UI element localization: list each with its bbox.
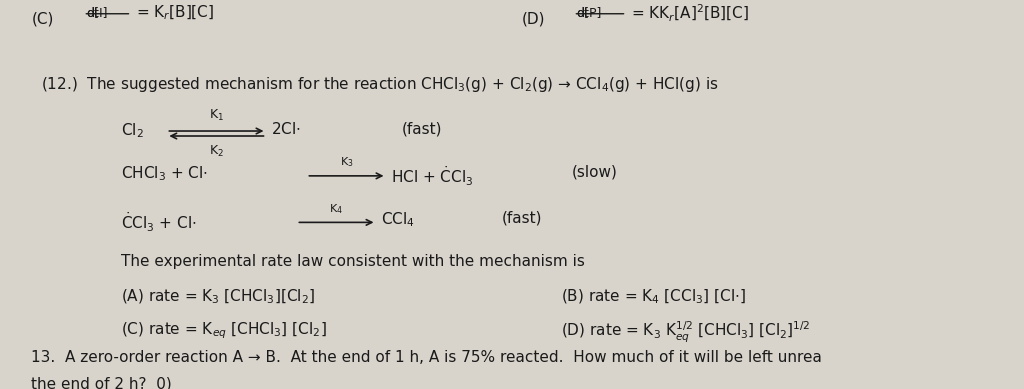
Text: (12.)  The suggested mechanism for the reaction CHCl$_3$(g) + Cl$_2$(g) → CCl$_4: (12.) The suggested mechanism for the re… [41,75,719,93]
Text: (A) rate = K$_3$ [CHCl$_3$][Cl$_2$]: (A) rate = K$_3$ [CHCl$_3$][Cl$_2$] [122,287,315,306]
Text: CHCl$_3$ + Cl$\cdot$: CHCl$_3$ + Cl$\cdot$ [122,164,208,183]
Text: d[P]: d[P] [577,7,602,19]
Text: (D): (D) [521,11,545,26]
Text: K$_2$: K$_2$ [209,144,224,159]
Text: = K$_r$[B][C]: = K$_r$[B][C] [136,4,215,22]
Text: d[I]: d[I] [86,7,108,19]
Text: K$_4$: K$_4$ [330,202,343,216]
Text: K$_1$: K$_1$ [209,108,224,123]
Text: HCl + $\dot{\text{C}}$Cl$_3$: HCl + $\dot{\text{C}}$Cl$_3$ [391,164,474,188]
Text: 13.  A zero-order reaction A → B.  At the end of 1 h, A is 75% reacted.  How muc: 13. A zero-order reaction A → B. At the … [32,350,822,365]
Text: dt: dt [577,7,590,20]
Text: (slow): (slow) [571,164,617,179]
Text: Cl$_2$: Cl$_2$ [122,121,144,140]
Text: (D) rate = K$_3$ K$_{eq}^{1/2}$ [CHCl$_3$] [Cl$_2$]$^{1/2}$: (D) rate = K$_3$ K$_{eq}^{1/2}$ [CHCl$_3… [561,321,811,345]
Text: K$_3$: K$_3$ [340,156,353,169]
Text: the end of 2 h?  0): the end of 2 h? 0) [32,377,172,389]
Text: The experimental rate law consistent with the mechanism is: The experimental rate law consistent wit… [122,254,586,269]
Text: CCl$_4$: CCl$_4$ [382,211,416,230]
Text: (C): (C) [32,11,54,26]
Text: 2Cl$\cdot$: 2Cl$\cdot$ [271,121,301,137]
Text: (fast): (fast) [401,121,442,136]
Text: (B) rate = K$_4$ [CCl$_3$] [Cl$\cdot$]: (B) rate = K$_4$ [CCl$_3$] [Cl$\cdot$] [561,287,746,306]
Text: (fast): (fast) [502,211,542,226]
Text: $\dot{\text{C}}$Cl$_3$ + Cl$\cdot$: $\dot{\text{C}}$Cl$_3$ + Cl$\cdot$ [122,211,197,235]
Text: = KK$_r$[A]$^2$[B][C]: = KK$_r$[A]$^2$[B][C] [632,3,750,24]
Text: dt: dt [86,7,99,20]
Text: (C) rate = K$_{eq}$ [CHCl$_3$] [Cl$_2$]: (C) rate = K$_{eq}$ [CHCl$_3$] [Cl$_2$] [122,321,327,341]
